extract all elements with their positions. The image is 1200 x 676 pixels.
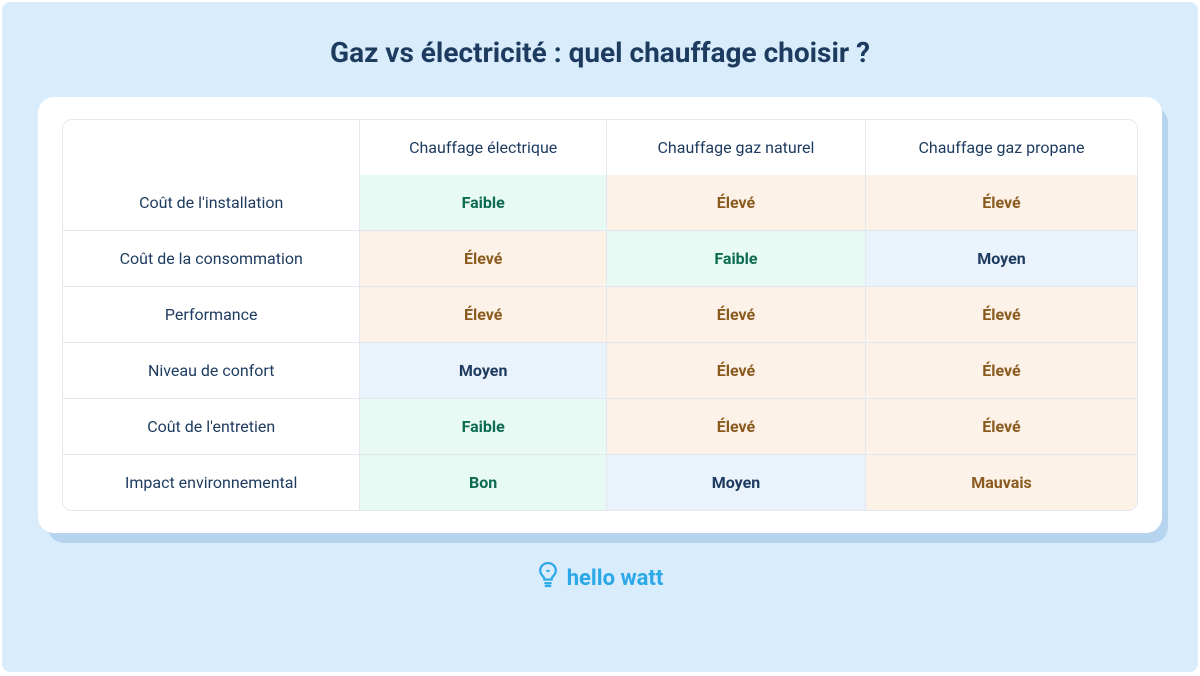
row-label: Coût de la consommation — [63, 231, 360, 287]
table-row: PerformanceÉlevéÉlevéÉlevé — [63, 287, 1137, 343]
table-header-electric: Chauffage électrique — [360, 120, 606, 175]
row-label: Impact environnemental — [63, 455, 360, 510]
table-row: Coût de la consommationÉlevéFaibleMoyen — [63, 231, 1137, 287]
card-wrapper: Chauffage électrique Chauffage gaz natur… — [38, 97, 1162, 533]
value-cell: Élevé — [360, 231, 606, 287]
bulb-icon — [537, 561, 559, 595]
table-row: Niveau de confortMoyenÉlevéÉlevé — [63, 343, 1137, 399]
table-body: Coût de l'installationFaibleÉlevéÉlevéCo… — [63, 175, 1137, 510]
row-label: Coût de l'installation — [63, 175, 360, 231]
value-cell: Bon — [360, 455, 606, 510]
comparison-card: Chauffage électrique Chauffage gaz natur… — [38, 97, 1162, 533]
row-label: Niveau de confort — [63, 343, 360, 399]
row-label: Coût de l'entretien — [63, 399, 360, 455]
brand-logo: hello watt — [537, 561, 664, 595]
table-row: Impact environnementalBonMoyenMauvais — [63, 455, 1137, 510]
value-cell: Mauvais — [866, 455, 1137, 510]
value-cell: Faible — [360, 399, 606, 455]
page-title: Gaz vs électricité : quel chauffage choi… — [330, 36, 870, 69]
table-header-gas-propane: Chauffage gaz propane — [866, 120, 1137, 175]
table-row: Coût de l'entretienFaibleÉlevéÉlevé — [63, 399, 1137, 455]
infographic-container: Gaz vs électricité : quel chauffage choi… — [2, 2, 1198, 672]
value-cell: Moyen — [360, 343, 606, 399]
row-label: Performance — [63, 287, 360, 343]
table-header-row: Chauffage électrique Chauffage gaz natur… — [63, 120, 1137, 175]
value-cell: Élevé — [607, 175, 866, 231]
value-cell: Moyen — [866, 231, 1137, 287]
value-cell: Élevé — [866, 343, 1137, 399]
value-cell: Élevé — [607, 343, 866, 399]
value-cell: Élevé — [360, 287, 606, 343]
value-cell: Moyen — [607, 455, 866, 510]
value-cell: Faible — [360, 175, 606, 231]
value-cell: Élevé — [866, 399, 1137, 455]
value-cell: Élevé — [607, 287, 866, 343]
value-cell: Élevé — [607, 399, 866, 455]
table-row: Coût de l'installationFaibleÉlevéÉlevé — [63, 175, 1137, 231]
value-cell: Élevé — [866, 175, 1137, 231]
value-cell: Faible — [607, 231, 866, 287]
table-header-empty — [63, 120, 360, 175]
value-cell: Élevé — [866, 287, 1137, 343]
comparison-table: Chauffage électrique Chauffage gaz natur… — [62, 119, 1138, 511]
brand-name: hello watt — [567, 566, 664, 591]
table-header-gas-natural: Chauffage gaz naturel — [607, 120, 866, 175]
